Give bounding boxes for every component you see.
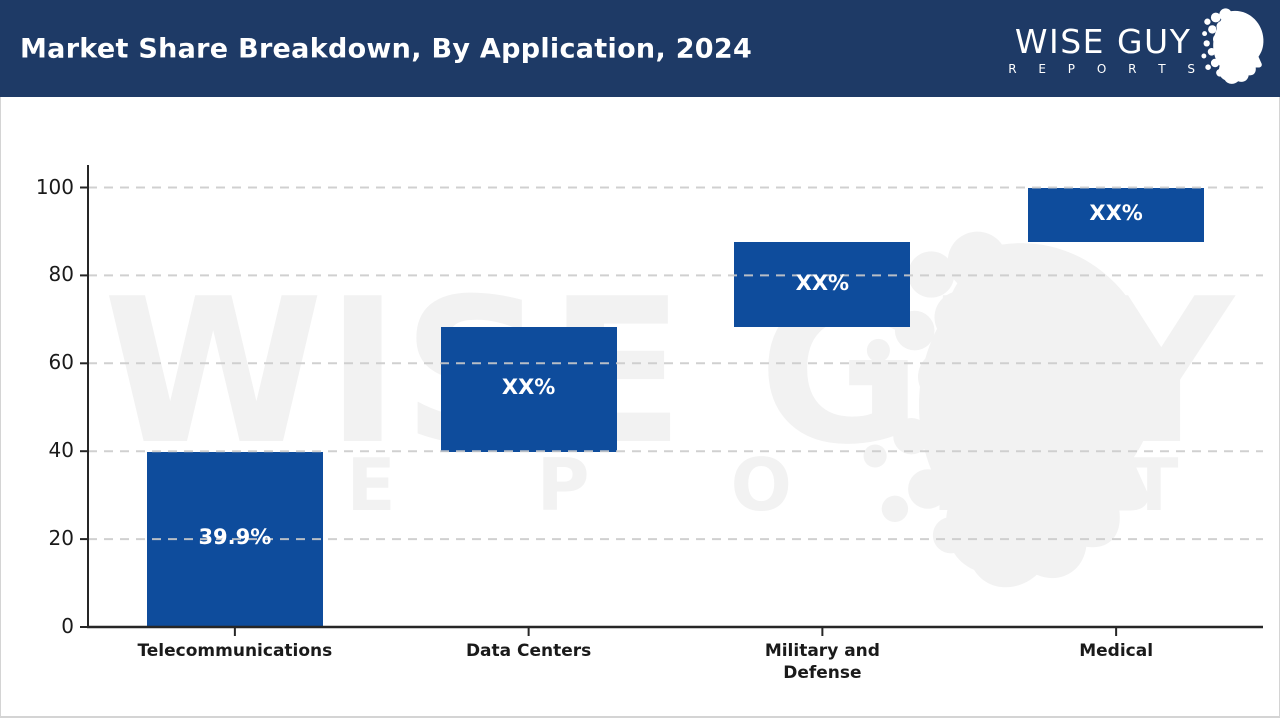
header-bar: Market Share Breakdown, By Application, … bbox=[0, 0, 1280, 97]
bar-medical bbox=[1028, 187, 1205, 243]
logo-subtitle: R E P O R T S bbox=[1008, 62, 1204, 76]
waterfall-chart: WISE GUY R E P O R T S 39.9%XX%XX%XX%020… bbox=[0, 97, 1280, 720]
logo-text: WISE GUY R E P O R T S bbox=[1002, 22, 1204, 76]
bar-data-centers bbox=[440, 326, 617, 452]
bar-military-and-defense bbox=[734, 242, 911, 327]
logo-head-profile-icon bbox=[1201, 8, 1264, 84]
page-title: Market Share Breakdown, By Application, … bbox=[20, 33, 753, 64]
logo-wordmark: WISE GUY bbox=[1014, 22, 1192, 61]
bars-layer bbox=[0, 97, 1280, 720]
wise-guy-reports-logo: WISE GUY R E P O R T S bbox=[1002, 4, 1270, 94]
bar-telecommunications bbox=[146, 451, 323, 627]
bottom-border-line bbox=[0, 716, 1280, 718]
